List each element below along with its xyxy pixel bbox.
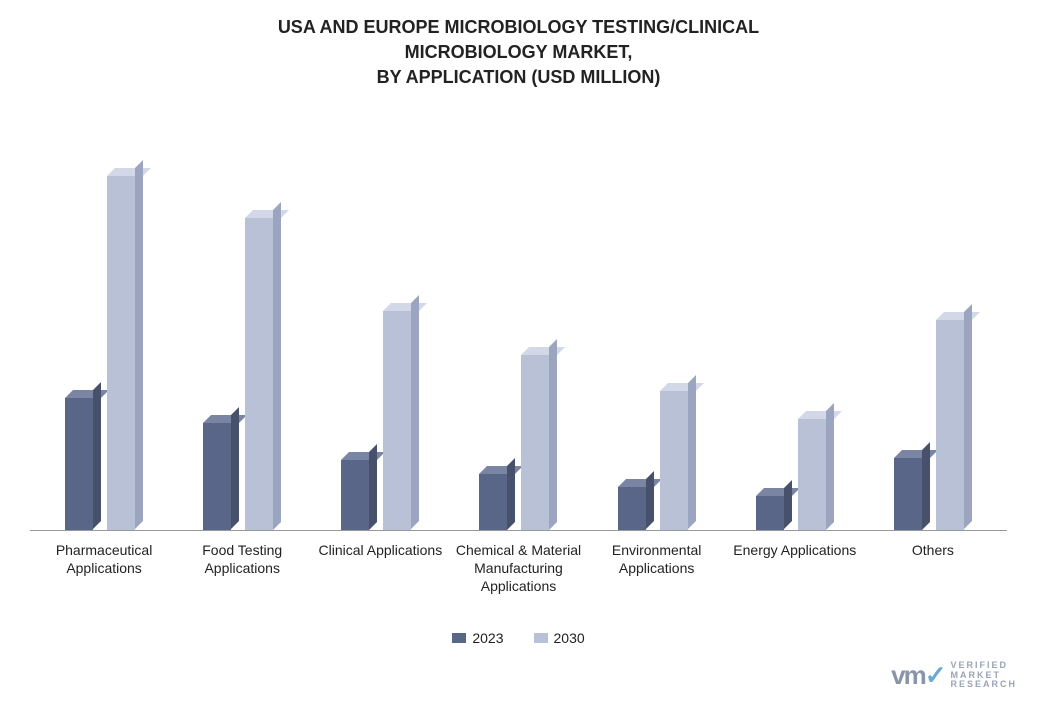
chart-title: USA AND EUROPE MICROBIOLOGY TESTING/CLIN… bbox=[30, 15, 1007, 91]
bar-group bbox=[588, 383, 726, 529]
bar-group bbox=[173, 210, 311, 530]
bar-group bbox=[726, 411, 864, 530]
category-labels-row: Pharmaceutical ApplicationsFood Testing … bbox=[30, 541, 1007, 596]
chart-plot-area bbox=[30, 131, 1007, 531]
category-label: Chemical & Material Manufacturing Applic… bbox=[449, 541, 587, 596]
category-label: Energy Applications bbox=[726, 541, 864, 596]
legend-swatch-2023 bbox=[452, 633, 466, 643]
bar-2030 bbox=[660, 383, 696, 529]
title-line-1: USA AND EUROPE MICROBIOLOGY TESTING/CLIN… bbox=[30, 15, 1007, 40]
legend-label-2023: 2023 bbox=[472, 630, 503, 646]
checkmark-icon: ✓ bbox=[925, 660, 945, 690]
bar-2023 bbox=[65, 390, 101, 529]
bar-2030 bbox=[521, 347, 557, 530]
bar-group bbox=[449, 347, 587, 530]
watermark-text: VERIFIED MARKET RESEARCH bbox=[950, 661, 1017, 691]
bar-2023 bbox=[894, 450, 930, 530]
bar-2030 bbox=[383, 303, 419, 529]
legend-label-2030: 2030 bbox=[554, 630, 585, 646]
bar-group bbox=[35, 168, 173, 529]
chart-legend: 2023 2030 bbox=[30, 630, 1007, 646]
legend-item-2030: 2030 bbox=[534, 630, 585, 646]
bar-2023 bbox=[479, 466, 515, 530]
bar-2023 bbox=[203, 415, 239, 529]
title-line-2: MICROBIOLOGY MARKET, bbox=[30, 40, 1007, 65]
bar-2023 bbox=[618, 479, 654, 529]
bar-2030 bbox=[798, 411, 834, 530]
watermark-logo: vm✓ VERIFIED MARKET RESEARCH bbox=[891, 660, 1017, 691]
bar-2023 bbox=[756, 488, 792, 529]
category-label: Clinical Applications bbox=[311, 541, 449, 596]
legend-item-2023: 2023 bbox=[452, 630, 503, 646]
category-label: Food Testing Applications bbox=[173, 541, 311, 596]
category-label: Pharmaceutical Applications bbox=[35, 541, 173, 596]
bar-group bbox=[864, 312, 1002, 529]
bar-2030 bbox=[107, 168, 143, 529]
legend-swatch-2030 bbox=[534, 633, 548, 643]
title-line-3: BY APPLICATION (USD MILLION) bbox=[30, 65, 1007, 90]
bar-group bbox=[311, 303, 449, 529]
watermark-vm-text: vm✓ bbox=[891, 660, 944, 691]
category-label: Others bbox=[864, 541, 1002, 596]
bar-2023 bbox=[341, 452, 377, 530]
bar-2030 bbox=[936, 312, 972, 529]
category-label: Environmental Applications bbox=[588, 541, 726, 596]
bar-2030 bbox=[245, 210, 281, 530]
